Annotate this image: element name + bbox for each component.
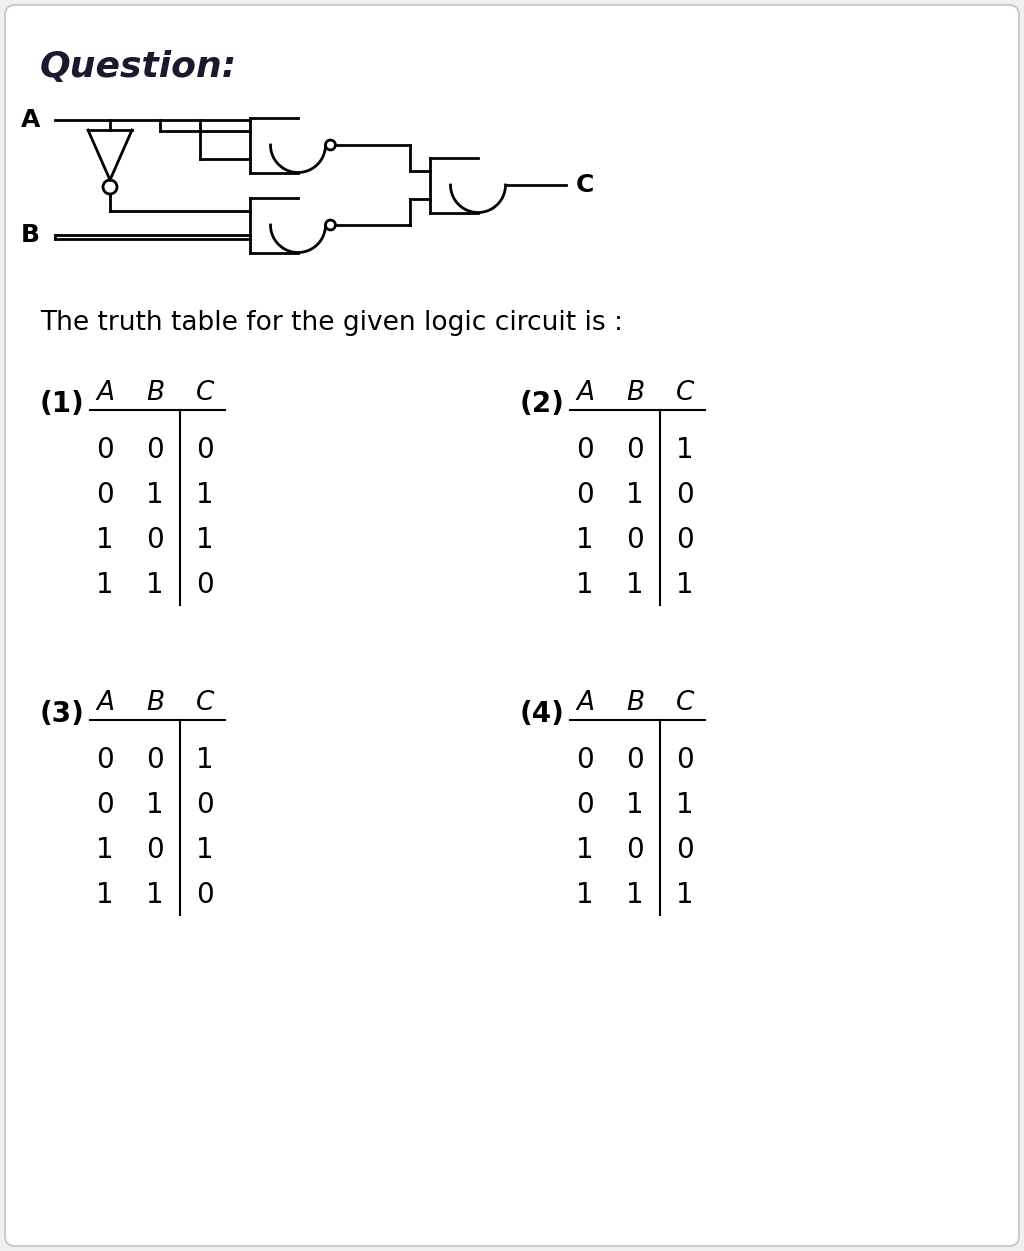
- Text: 1: 1: [676, 881, 694, 909]
- Text: 0: 0: [676, 525, 694, 554]
- Text: C: C: [196, 380, 214, 407]
- Text: 0: 0: [676, 480, 694, 509]
- Text: B: B: [626, 380, 644, 407]
- Text: A: A: [96, 380, 114, 407]
- Text: 1: 1: [146, 791, 164, 819]
- Text: B: B: [146, 380, 164, 407]
- Text: A: A: [575, 380, 594, 407]
- Text: 0: 0: [577, 746, 594, 774]
- Text: 1: 1: [676, 437, 694, 464]
- Text: 1: 1: [577, 570, 594, 599]
- Text: A: A: [96, 691, 114, 716]
- Text: 0: 0: [96, 746, 114, 774]
- Text: (2): (2): [520, 390, 565, 418]
- Text: 0: 0: [197, 437, 214, 464]
- Text: 0: 0: [197, 570, 214, 599]
- Text: 1: 1: [146, 570, 164, 599]
- Text: 1: 1: [627, 881, 644, 909]
- Text: 1: 1: [577, 881, 594, 909]
- Text: 0: 0: [146, 746, 164, 774]
- Text: A: A: [575, 691, 594, 716]
- Text: 0: 0: [626, 525, 644, 554]
- Text: (3): (3): [40, 701, 85, 728]
- Text: 1: 1: [96, 570, 114, 599]
- Text: 1: 1: [676, 570, 694, 599]
- Text: 0: 0: [676, 746, 694, 774]
- Text: B: B: [22, 223, 40, 246]
- Text: Question:: Question:: [40, 50, 238, 84]
- Text: 0: 0: [197, 791, 214, 819]
- Text: 0: 0: [626, 836, 644, 864]
- Text: 0: 0: [577, 437, 594, 464]
- Text: 1: 1: [96, 881, 114, 909]
- Text: 0: 0: [96, 437, 114, 464]
- Text: 1: 1: [627, 480, 644, 509]
- Text: 1: 1: [96, 525, 114, 554]
- Text: 1: 1: [577, 525, 594, 554]
- Text: 0: 0: [146, 437, 164, 464]
- Text: 1: 1: [197, 836, 214, 864]
- FancyBboxPatch shape: [5, 5, 1019, 1246]
- Text: 0: 0: [626, 746, 644, 774]
- Text: 1: 1: [197, 480, 214, 509]
- Text: C: C: [575, 173, 594, 196]
- Text: 0: 0: [96, 791, 114, 819]
- Text: B: B: [146, 691, 164, 716]
- Text: 1: 1: [577, 836, 594, 864]
- Text: B: B: [626, 691, 644, 716]
- Text: 0: 0: [577, 791, 594, 819]
- Text: 0: 0: [96, 480, 114, 509]
- Text: 1: 1: [96, 836, 114, 864]
- Text: 1: 1: [146, 480, 164, 509]
- Text: 1: 1: [627, 791, 644, 819]
- Text: The truth table for the given logic circuit is :: The truth table for the given logic circ…: [40, 310, 623, 337]
- Text: 1: 1: [197, 746, 214, 774]
- Text: 1: 1: [627, 570, 644, 599]
- Text: C: C: [676, 691, 694, 716]
- Text: 0: 0: [197, 881, 214, 909]
- Text: C: C: [676, 380, 694, 407]
- Text: (1): (1): [40, 390, 85, 418]
- Text: 0: 0: [146, 836, 164, 864]
- Text: A: A: [20, 108, 40, 133]
- Text: C: C: [196, 691, 214, 716]
- Text: 0: 0: [577, 480, 594, 509]
- Text: 1: 1: [146, 881, 164, 909]
- Text: (4): (4): [520, 701, 565, 728]
- Text: 1: 1: [676, 791, 694, 819]
- Text: 0: 0: [626, 437, 644, 464]
- Text: 0: 0: [676, 836, 694, 864]
- Text: 0: 0: [146, 525, 164, 554]
- Text: 1: 1: [197, 525, 214, 554]
